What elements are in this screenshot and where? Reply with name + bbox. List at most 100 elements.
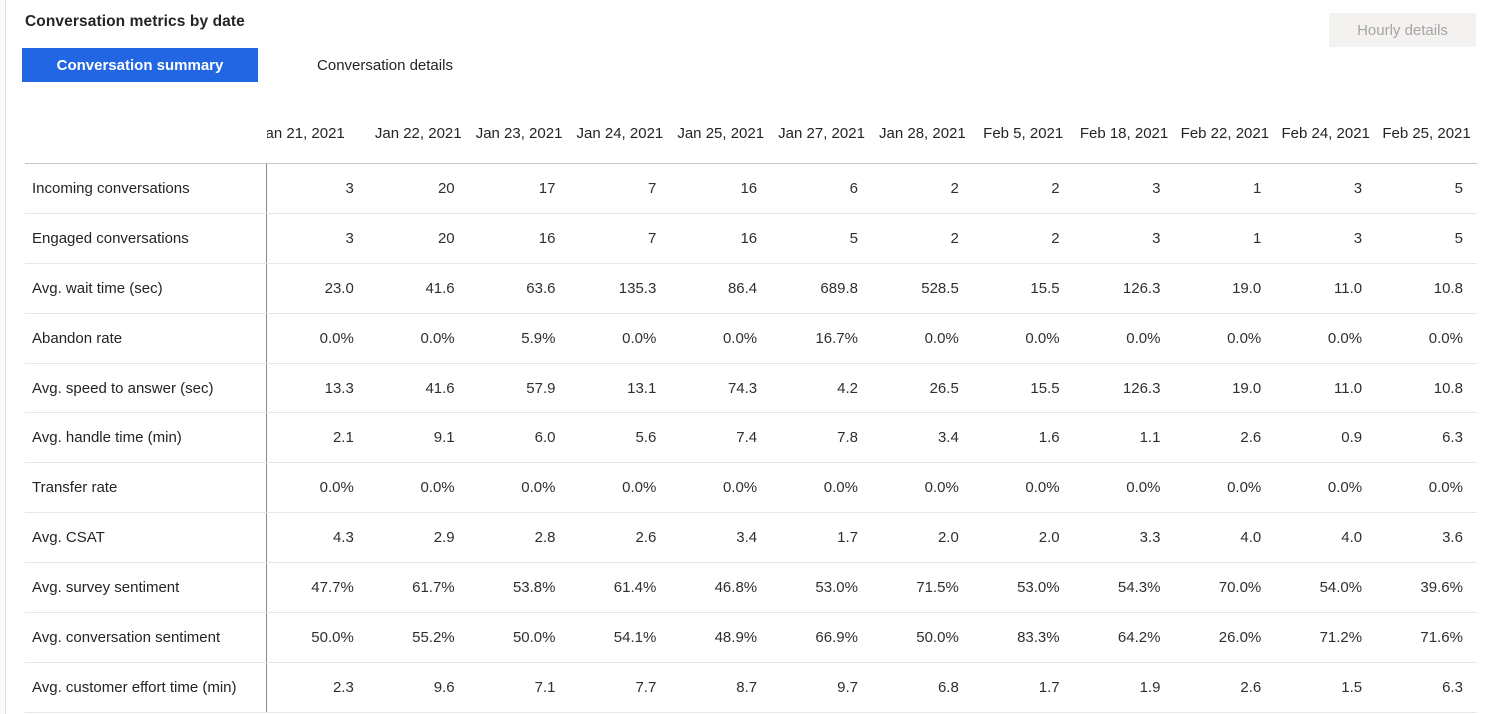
metric-cell: 0.0% — [1227, 479, 1262, 497]
metric-cell: 55.2% — [412, 628, 455, 646]
metrics-table: Jan 21, 2021 Jan 22, 2021 Jan 23, 2021 Jan … — [25, 103, 1477, 713]
metric-cell: 71.6% — [1420, 628, 1463, 646]
metric-cell: 6.8 — [937, 678, 959, 696]
column-header-date: Feb 25, 2021 — [1382, 124, 1471, 142]
metric-cell: 0.0% — [722, 329, 758, 347]
metric-cell: 0.0% — [1428, 329, 1463, 347]
column-header-date: Jan 25, 2021 — [677, 124, 765, 142]
metric-cell: 0.0% — [924, 479, 959, 497]
tab-bar: Conversation summary Conversation detail… — [22, 48, 512, 82]
metric-cell: 2.6 — [1240, 678, 1262, 696]
metric-cell: 5 — [849, 229, 858, 247]
metric-cell: 2.1 — [332, 429, 354, 447]
metric-cell: 1.6 — [1038, 429, 1060, 447]
column-header-date: Jan 27, 2021 — [778, 124, 865, 142]
column-header-date: Feb 18, 2021 — [1079, 124, 1169, 142]
metric-cell: 41.6 — [425, 379, 455, 397]
metric-cell: 126.3 — [1122, 379, 1161, 397]
metric-cell: 11.0 — [1334, 279, 1363, 297]
table-row: Avg. handle time (min) 2.1 9.1 6.0 5.6 7.4 7.8… — [25, 413, 1477, 464]
metric-cell: 26.5 — [929, 379, 959, 397]
row-label: Avg. wait time (sec) — [25, 263, 267, 313]
table-row: Incoming conversations 3 20 17 7 16 6 2 2 3 1 3 5 — [25, 164, 1477, 214]
column-header-date: Jan 24, 2021 — [576, 124, 664, 142]
metric-cell: 50.0% — [311, 628, 354, 646]
metric-cell: 10.8 — [1433, 279, 1463, 297]
metric-cell: 2.6 — [635, 529, 657, 547]
tab-conversation-details[interactable]: Conversation details — [317, 56, 453, 74]
metric-cell: 50.0% — [916, 628, 959, 646]
metric-cell: 17 — [538, 179, 556, 197]
metric-cell: 61.7% — [412, 579, 455, 597]
row-label: Abandon rate — [25, 313, 267, 363]
metric-cell: 23.0 — [324, 279, 354, 297]
metric-cell: 0.0% — [1227, 329, 1262, 347]
metric-cell: 15.5 — [1030, 279, 1060, 297]
metric-cell: 63.6 — [526, 279, 556, 297]
metric-cell: 7 — [647, 229, 657, 247]
metric-cell: 0.0% — [1025, 479, 1060, 497]
page-left-divider — [0, 0, 6, 714]
metric-cell: 26.0% — [1218, 628, 1262, 646]
table-row: Avg. survey sentiment 47.7% 61.7% 53.8% 61.4… — [25, 563, 1477, 614]
table-row: Avg. wait time (sec) 23.0 41.6 63.6 135.3 86.… — [25, 263, 1477, 314]
column-header-date: Jan 21, 2021 — [267, 124, 345, 142]
metric-cell: 6.0 — [534, 429, 556, 447]
metric-cell: 16 — [538, 229, 556, 247]
metric-cell: 71.2% — [1319, 628, 1363, 646]
metric-cell: 0.0% — [1025, 329, 1060, 347]
metric-cell: 53.8% — [512, 579, 556, 597]
metric-cell: 2.0 — [1038, 529, 1060, 547]
metric-cell: 53.0% — [815, 579, 858, 597]
metric-cell: 0.0% — [1327, 329, 1363, 347]
metric-cell: 0.0% — [420, 479, 455, 497]
metric-cell: 4.3 — [332, 529, 354, 547]
metric-cell: 53.0% — [1017, 579, 1060, 597]
metric-cell: 20 — [437, 179, 455, 197]
metric-cell: 7.1 — [534, 678, 556, 696]
metric-cell: 47.7% — [311, 579, 354, 597]
metric-cell: 2 — [1051, 229, 1060, 247]
metric-cell: 1.9 — [1139, 678, 1161, 696]
metric-cell: 2.3 — [332, 678, 354, 696]
metric-cell: 3 — [1152, 229, 1161, 247]
metric-cell: 7.4 — [736, 429, 758, 447]
metric-cell: 5 — [1454, 179, 1463, 197]
metric-cell: 64.2% — [1117, 628, 1161, 646]
metric-cell: 0.0% — [521, 479, 556, 497]
metric-cell: 20 — [437, 229, 455, 247]
row-label: Avg. speed to answer (sec) — [25, 363, 267, 413]
column-header-date: Jan 23, 2021 — [475, 124, 563, 142]
table-row: Abandon rate 0.0% 0.0% 5.9% 0.0% 0.0% 16.7% 0.0… — [25, 313, 1477, 364]
metric-cell: 0.0% — [1126, 329, 1161, 347]
table-body: Incoming conversations 3 20 17 7 16 6 2 2 3 1 3 5 Eng… — [25, 164, 1477, 713]
column-header-date: Jan 28, 2021 — [879, 124, 966, 142]
metric-cell: 54.0% — [1319, 579, 1363, 597]
metric-cell: 0.0% — [319, 329, 354, 347]
metric-cell: 1.1 — [1139, 429, 1161, 447]
page-title: Conversation metrics by date — [25, 13, 245, 30]
metric-cell: 0.0% — [420, 329, 455, 347]
metric-cell: 54.1% — [613, 628, 657, 646]
metric-cell: 16 — [740, 229, 758, 247]
metric-cell: 689.8 — [820, 279, 858, 297]
metric-cell: 61.4% — [613, 579, 657, 597]
hourly-details-button[interactable]: Hourly details — [1329, 13, 1476, 47]
row-label: Avg. survey sentiment — [25, 563, 267, 613]
metric-cell: 2.8 — [534, 529, 556, 547]
metric-cell: 4.0 — [1341, 529, 1363, 547]
metric-cell: 0.0% — [1327, 479, 1363, 497]
metric-cell: 15.5 — [1030, 379, 1060, 397]
column-header-date: Jan 22, 2021 — [374, 124, 462, 142]
metric-cell: 2 — [1051, 179, 1060, 197]
metric-cell: 126.3 — [1122, 279, 1161, 297]
metric-cell: 2 — [950, 229, 959, 247]
tab-conversation-summary[interactable]: Conversation summary — [22, 48, 258, 82]
table-row: Avg. customer effort time (min) 2.3 9.6 7.1… — [25, 662, 1477, 713]
metric-cell: 9.6 — [433, 678, 455, 696]
metric-cell: 7 — [647, 179, 657, 197]
metric-cell: 3.6 — [1442, 529, 1463, 547]
column-header-date: Feb 22, 2021 — [1180, 124, 1270, 142]
metric-cell: 3 — [345, 229, 354, 247]
